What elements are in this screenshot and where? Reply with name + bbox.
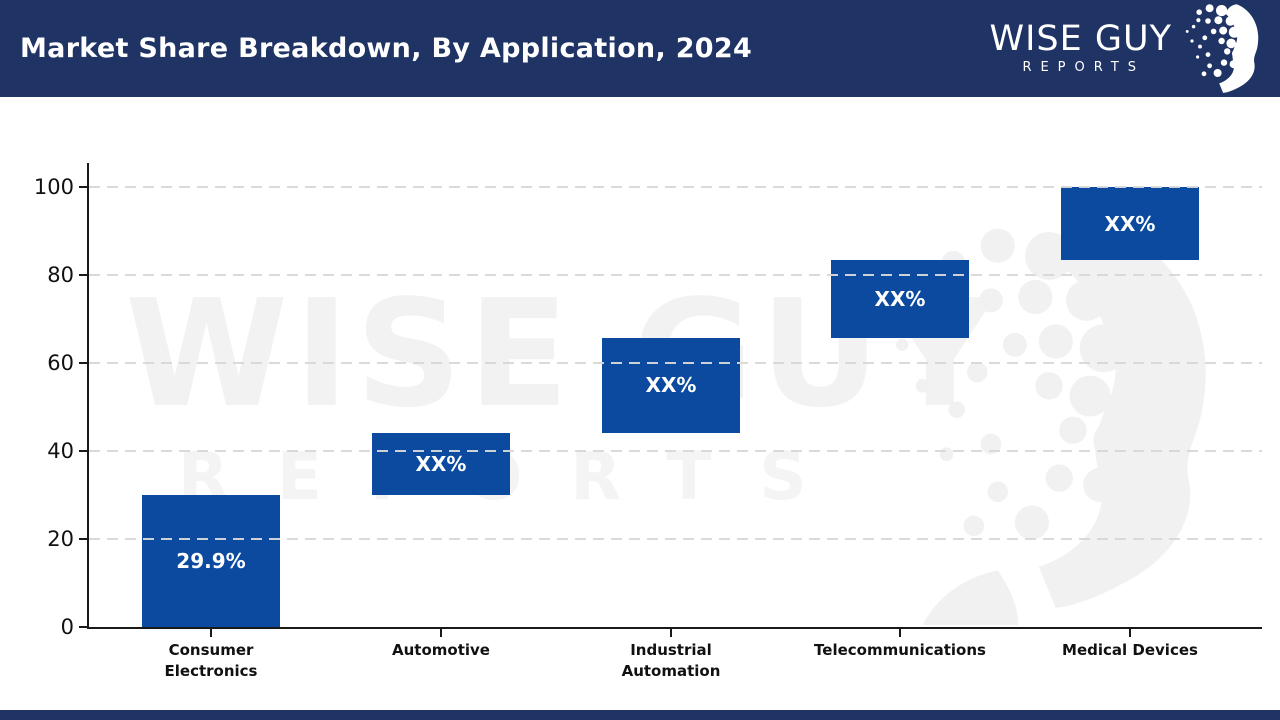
x-tick-mark bbox=[440, 629, 442, 637]
bar-value-label: XX% bbox=[645, 373, 697, 398]
x-tick-mark bbox=[899, 629, 901, 637]
y-tick-mark bbox=[79, 538, 87, 540]
header-bar: Market Share Breakdown, By Application, … bbox=[0, 0, 1280, 97]
y-gridline bbox=[89, 538, 1262, 540]
bar-value-label: XX% bbox=[874, 287, 926, 312]
y-axis-line bbox=[87, 163, 89, 629]
y-tick-label: 40 bbox=[47, 439, 74, 463]
bar-value-label: 29.9% bbox=[176, 549, 246, 574]
bar: XX% bbox=[602, 338, 740, 433]
y-tick-label: 100 bbox=[33, 175, 74, 199]
y-tick-label: 20 bbox=[47, 527, 74, 551]
y-gridline bbox=[89, 362, 1262, 364]
y-tick-mark bbox=[79, 186, 87, 188]
footer-bar bbox=[0, 710, 1280, 720]
y-tick-label: 80 bbox=[47, 263, 74, 287]
y-tick-label: 60 bbox=[47, 351, 74, 375]
x-tick-label: Industrial Automation bbox=[621, 641, 721, 680]
wise-guy-logo: WISE GUY REPORTS bbox=[989, 1, 1266, 97]
x-tick-mark bbox=[670, 629, 672, 637]
y-tick-mark bbox=[79, 450, 87, 452]
y-tick-mark bbox=[79, 362, 87, 364]
bar-value-label: XX% bbox=[415, 451, 467, 476]
y-tick-mark bbox=[79, 626, 87, 628]
x-tick-label: Telecommunications bbox=[814, 641, 986, 659]
x-tick-mark bbox=[210, 629, 212, 637]
y-gridline bbox=[89, 450, 1262, 452]
bar-value-label: XX% bbox=[1104, 211, 1156, 236]
x-tick-label: Medical Devices bbox=[1062, 641, 1198, 659]
y-gridline bbox=[89, 186, 1262, 188]
page-title: Market Share Breakdown, By Application, … bbox=[20, 33, 753, 64]
y-tick-label: 0 bbox=[60, 615, 74, 639]
dotted-face-icon bbox=[1185, 3, 1259, 93]
bar: XX% bbox=[831, 260, 969, 339]
logo-subtitle: REPORTS bbox=[1022, 60, 1146, 75]
x-tick-mark bbox=[1129, 629, 1131, 637]
bar: XX% bbox=[372, 432, 510, 496]
logo-wordmark: WISE GUY bbox=[989, 19, 1172, 59]
y-tick-mark bbox=[79, 274, 87, 276]
x-tick-label: Consumer Electronics bbox=[164, 641, 258, 680]
x-tick-label: Automotive bbox=[392, 641, 490, 659]
watermark-face-icon bbox=[895, 228, 1206, 625]
bar: 29.9% bbox=[142, 495, 280, 627]
y-gridline bbox=[89, 274, 1262, 276]
logo-text: WISE GUY REPORTS bbox=[989, 19, 1172, 76]
x-axis-line bbox=[87, 627, 1262, 629]
bar: XX% bbox=[1061, 187, 1199, 261]
